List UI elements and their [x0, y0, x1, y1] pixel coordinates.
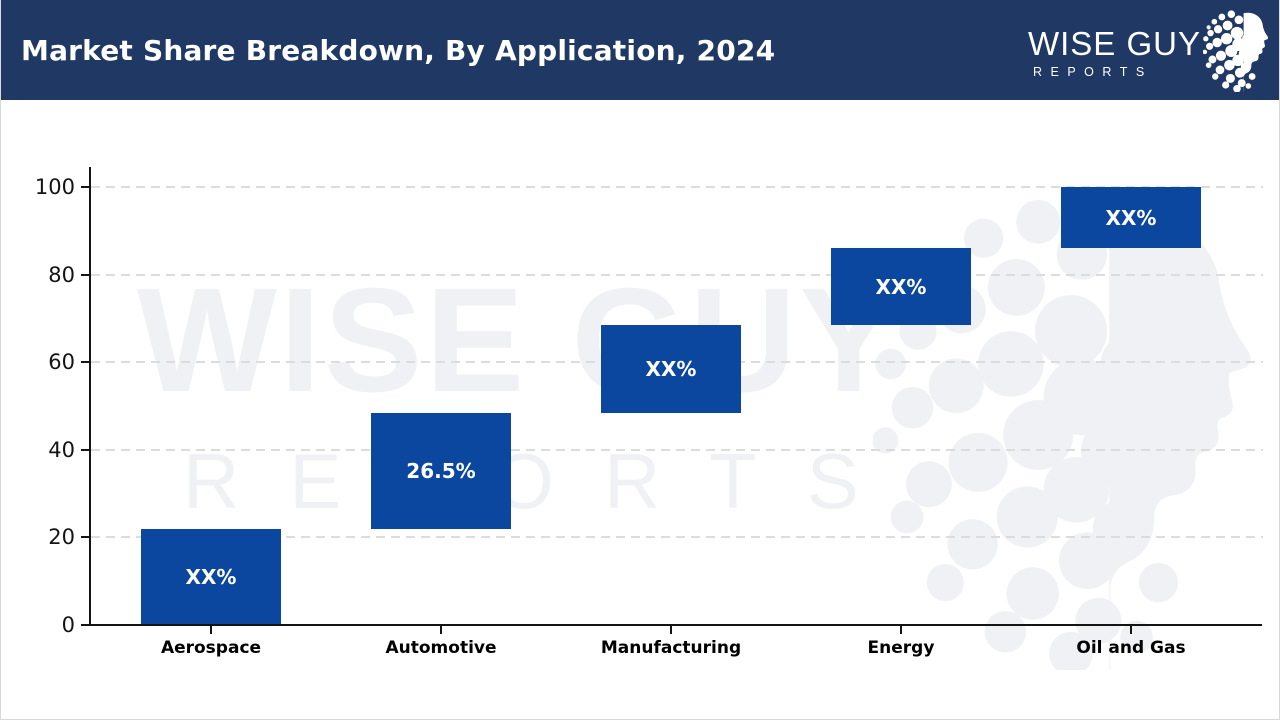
y-tick-mark: [81, 361, 90, 364]
x-category-label: Oil and Gas: [1076, 638, 1186, 658]
y-tick-mark: [81, 186, 90, 188]
bar-automotive: 26.5%: [371, 412, 511, 529]
header-bar: Market Share Breakdown, By Application, …: [1, 0, 1279, 100]
y-tick-mark: [81, 624, 90, 626]
bar-value-label: XX%: [1105, 205, 1157, 230]
bar-oil-and-gas: XX%: [1061, 187, 1201, 249]
chart-title: Market Share Breakdown, By Application, …: [21, 33, 776, 67]
y-tick-label: 0: [61, 613, 75, 637]
bar-value-label: XX%: [875, 274, 927, 299]
y-tick-mark: [81, 273, 90, 276]
x-category-label: Automotive: [385, 638, 497, 658]
x-category-label: Energy: [867, 638, 935, 658]
y-tick-mark: [81, 536, 90, 539]
y-tick-label: 20: [48, 525, 75, 550]
bar-energy: XX%: [831, 248, 971, 325]
y-tick-mark: [81, 448, 90, 451]
x-tick-mark: [900, 626, 902, 634]
x-tick-mark: [1130, 626, 1132, 634]
bar-value-label: 26.5%: [406, 458, 476, 483]
x-tick-mark: [670, 626, 672, 634]
x-tick-mark: [440, 626, 442, 634]
x-category-label: Aerospace: [160, 638, 262, 658]
logo-wordmark: WISE GUY: [1027, 25, 1201, 62]
x-category-label: Manufacturing: [600, 638, 742, 658]
gridline-20: [91, 536, 1263, 539]
bar-value-label: XX%: [185, 564, 237, 589]
logo-subtext: REPORTS: [1032, 65, 1153, 79]
logo-text: WISE GUY REPORTS: [1027, 25, 1201, 80]
logo-face-icon: [1203, 10, 1269, 92]
x-tick-mark: [210, 626, 212, 634]
x-axis: [89, 624, 1262, 626]
y-tick-label: 40: [48, 437, 75, 462]
bar-aerospace: XX%: [141, 528, 281, 625]
y-axis: [89, 167, 91, 626]
y-tick-label: 80: [48, 262, 75, 287]
brand-logo: WISE GUY REPORTS: [1028, 10, 1271, 92]
y-tick-label: 100: [34, 175, 75, 199]
gridline-100: [91, 186, 1263, 188]
gridline-40: [91, 448, 1263, 451]
y-tick-label: 60: [48, 350, 75, 375]
bar-value-label: XX%: [645, 356, 697, 381]
gridline-80: [91, 273, 1263, 276]
bar-manufacturing: XX%: [601, 324, 741, 413]
